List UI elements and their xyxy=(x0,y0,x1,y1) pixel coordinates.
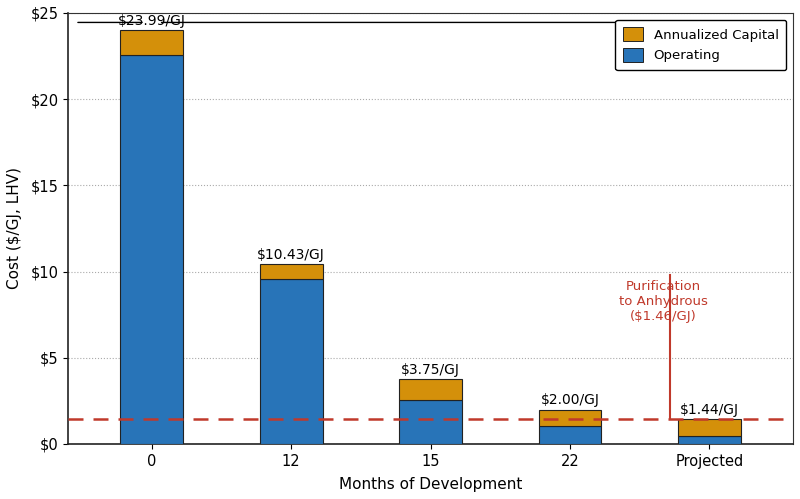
Text: $3.75/GJ: $3.75/GJ xyxy=(401,363,460,377)
Bar xyxy=(538,426,602,444)
Bar xyxy=(678,419,741,436)
Bar xyxy=(399,379,462,400)
Bar xyxy=(399,400,462,444)
Text: $2.00/GJ: $2.00/GJ xyxy=(541,393,599,407)
Bar xyxy=(260,264,322,279)
Bar xyxy=(678,436,741,444)
Text: $23.99/GJ: $23.99/GJ xyxy=(118,14,186,28)
Bar xyxy=(538,410,602,426)
Text: $10.43/GJ: $10.43/GJ xyxy=(258,248,325,261)
Bar xyxy=(121,30,183,55)
Bar xyxy=(260,279,322,444)
Text: $1.44/GJ: $1.44/GJ xyxy=(680,403,739,417)
Text: Purification
to Anhydrous
($1.46/GJ): Purification to Anhydrous ($1.46/GJ) xyxy=(619,280,708,323)
Bar xyxy=(121,55,183,444)
Y-axis label: Cost ($/GJ, LHV): Cost ($/GJ, LHV) xyxy=(7,168,22,289)
Legend: Annualized Capital, Operating: Annualized Capital, Operating xyxy=(615,19,786,70)
X-axis label: Months of Development: Months of Development xyxy=(339,477,522,492)
